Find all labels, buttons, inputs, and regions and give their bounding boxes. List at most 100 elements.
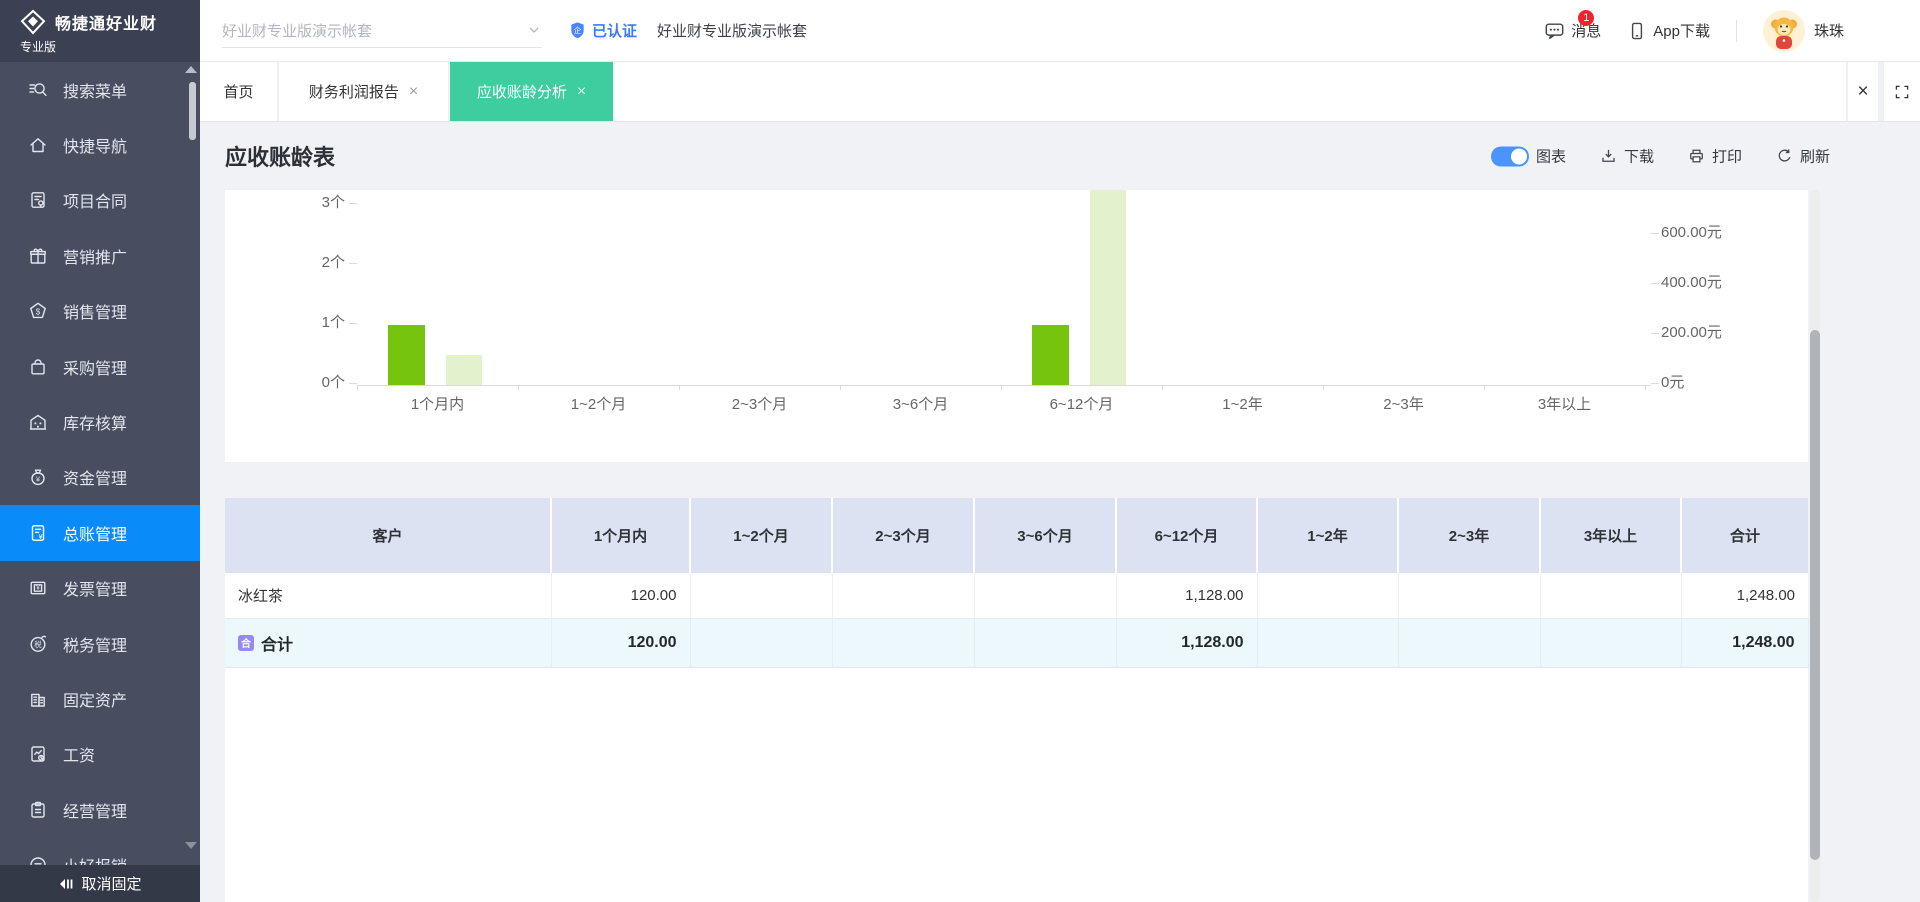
- amount-cell: [1540, 573, 1682, 619]
- tab-close-icon[interactable]: ×: [408, 82, 419, 100]
- verified-badge[interactable]: 企 已认证: [568, 20, 637, 41]
- sidebar-item-salary[interactable]: 工资: [0, 727, 200, 782]
- account-set-name: 好业财专业版演示帐套: [657, 23, 808, 40]
- table-row-0[interactable]: 冰红茶 120.00 1,128.00 1,248.00: [225, 573, 1808, 619]
- warehouse-icon: [29, 414, 47, 430]
- table-header-cell: 1~2个月: [690, 498, 833, 573]
- total-icon: 合: [238, 634, 254, 651]
- amount-cell: 1,128.00: [1116, 573, 1258, 619]
- y-axis-tick-left: [349, 323, 357, 324]
- tax-icon: 税: [30, 635, 47, 652]
- x-axis-category-label: 6~12个月: [1049, 396, 1114, 413]
- refresh-icon: [1778, 149, 1791, 162]
- fixed-assets-icon: [31, 693, 45, 707]
- total-label-cell: 合合计: [225, 618, 552, 668]
- x-axis-category-label: 2~3个月: [731, 396, 788, 413]
- table-body: 冰红茶 120.00 1,128.00 1,248.00 合合计 120.00 1,128.…: [225, 573, 1809, 668]
- download-icon: [1602, 149, 1615, 162]
- chevron-down-icon: [529, 27, 539, 33]
- x-axis-tick: [1162, 385, 1163, 390]
- sidebar-item-fixed-assets[interactable]: 固定资产: [0, 671, 200, 726]
- sidebar-scrollbar-thumb[interactable]: [189, 82, 196, 140]
- printer-icon: [1690, 149, 1703, 163]
- phone-icon: [1632, 22, 1643, 39]
- close-icon: ×: [1857, 80, 1869, 102]
- sidebar-item-search[interactable]: 搜索菜单: [0, 62, 200, 117]
- refresh-label: 刷新: [1799, 148, 1830, 166]
- sidebar-scroll-up-icon[interactable]: [185, 66, 197, 78]
- amount-cell: [1398, 573, 1541, 619]
- table-header-cell: 3年以上: [1540, 498, 1682, 573]
- chart-bar-count-4[interactable]: [1031, 325, 1069, 385]
- fullscreen-button[interactable]: [1884, 62, 1920, 121]
- sidebar-scroll-down-icon[interactable]: [185, 842, 197, 854]
- user-menu[interactable]: 珠珠: [1762, 9, 1844, 52]
- sidebar-item-home[interactable]: 快捷导航: [0, 117, 200, 172]
- sidebar-item-funds[interactable]: ¥ 资金管理: [0, 450, 200, 505]
- content-scrollbar-track[interactable]: [1810, 190, 1820, 902]
- logo-block: 畅捷通好业财 专业版: [0, 0, 200, 62]
- sidebar-item-ledger[interactable]: ¥ 总账管理: [0, 505, 200, 561]
- customer-cell[interactable]: 冰红茶: [225, 573, 552, 619]
- account-set-selector[interactable]: 好业财专业版演示帐套: [222, 14, 542, 48]
- print-label: 打印: [1711, 148, 1742, 166]
- tab-2[interactable]: 应收账龄分析 ×: [450, 62, 613, 121]
- y-axis-tick-right: [1651, 333, 1659, 334]
- sidebar-item-reimburse[interactable]: 小好报销: [0, 837, 200, 865]
- sidebar-item-gift[interactable]: 营销推广: [0, 228, 200, 283]
- sidebar-item-sales[interactable]: $ 销售管理: [0, 284, 200, 339]
- verified-label: 已认证: [592, 23, 638, 40]
- content-scrollbar-thumb[interactable]: [1810, 330, 1820, 860]
- chart-bar-amount-0[interactable]: [445, 355, 482, 385]
- y-axis-label-right: 400.00元: [1661, 274, 1722, 291]
- username: 珠珠: [1813, 23, 1844, 40]
- x-axis-tick: [518, 385, 519, 390]
- sidebar-item-contract[interactable]: 项目合同: [0, 173, 200, 228]
- y-axis-label-right: 200.00元: [1661, 324, 1722, 341]
- sidebar-item-tax[interactable]: 税税务管理: [0, 616, 200, 671]
- x-axis-category-label: 2~3年: [1383, 396, 1424, 413]
- messages-button[interactable]: 消息 1: [1544, 10, 1601, 41]
- sidebar-item-warehouse[interactable]: 库存核算: [0, 394, 200, 449]
- chart-toggle-group: 图表: [1490, 146, 1566, 167]
- tab-0[interactable]: 首页: [200, 62, 277, 121]
- print-button[interactable]: 打印: [1688, 146, 1742, 167]
- avatar: [1762, 9, 1805, 52]
- table-total-row: 合合计 120.00 1,128.00 1,248.00: [225, 618, 1809, 668]
- total-amount-cell: [690, 618, 833, 668]
- app-download-button[interactable]: App下载: [1627, 20, 1710, 41]
- refresh-button[interactable]: 刷新: [1776, 146, 1830, 167]
- x-axis-tick: [1484, 385, 1485, 390]
- x-axis-tick: [840, 385, 841, 390]
- close-all-tabs-button[interactable]: ×: [1848, 62, 1878, 121]
- total-amount-cell: [1257, 618, 1399, 668]
- x-axis-category-label: 1个月内: [410, 396, 465, 413]
- sidebar-item-operations[interactable]: 经营管理: [0, 782, 200, 837]
- download-button[interactable]: 下载: [1600, 146, 1654, 167]
- chart-bar-count-0[interactable]: [387, 325, 425, 385]
- amount-cell: [974, 573, 1117, 619]
- tab-1[interactable]: 财务利润报告 ×: [279, 62, 448, 121]
- chart-toggle[interactable]: [1490, 146, 1529, 166]
- y-axis-tick-left: [349, 383, 357, 384]
- sidebar-item-invoice[interactable]: ¥ 发票管理: [0, 561, 200, 616]
- unpin-sidebar-button[interactable]: 取消固定: [0, 865, 200, 902]
- contract-icon: [31, 192, 45, 209]
- report-content: 应收账龄表 图表 下载 打印 刷新 0个: [200, 122, 1920, 902]
- funds-icon: ¥: [31, 469, 45, 486]
- home-icon: [30, 138, 46, 153]
- app-download-label: App下载: [1653, 23, 1710, 40]
- tab-close-icon[interactable]: ×: [576, 82, 587, 100]
- gift-icon: [30, 248, 46, 264]
- fullscreen-icon: [1895, 85, 1909, 98]
- y-axis-tick-right: [1651, 283, 1659, 284]
- aging-table: 客户 1个月内 1~2个月 2~3个月 3~6个月 6~12个月 1~2年 2~3年 3年以上合…: [225, 498, 1809, 668]
- y-axis-tick-right: [1651, 383, 1659, 384]
- table-header-cell: 3~6个月: [974, 498, 1117, 573]
- amount-cell: [832, 573, 975, 619]
- sidebar-item-purchase-bag[interactable]: 采购管理: [0, 339, 200, 394]
- chart-bar-amount-4[interactable]: [1089, 190, 1126, 385]
- x-axis-tick: [1645, 385, 1646, 390]
- chart-toggle-label: 图表: [1535, 148, 1566, 166]
- table-header-cell: 2~3年: [1398, 498, 1541, 573]
